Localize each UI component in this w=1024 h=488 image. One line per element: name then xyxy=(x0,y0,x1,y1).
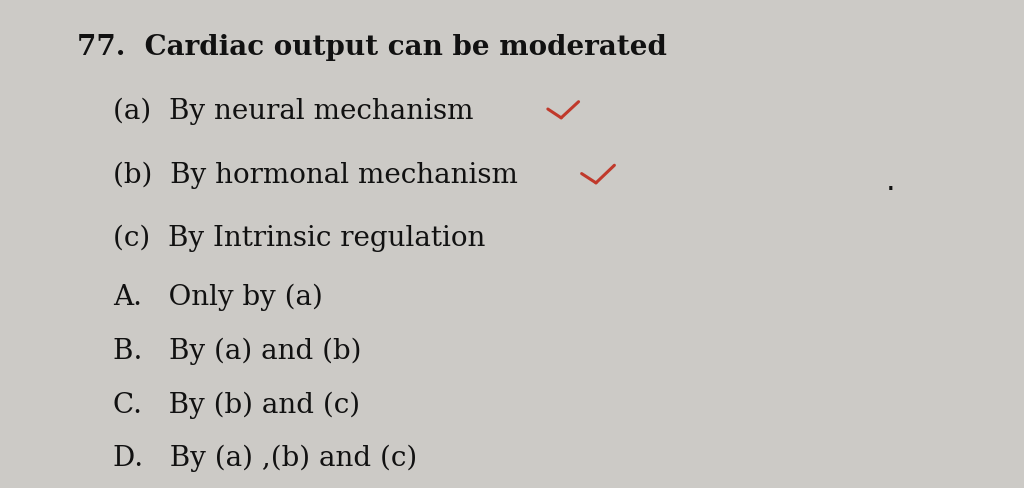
Text: A.   Only by (a): A. Only by (a) xyxy=(113,283,323,310)
Text: 77.  Cardiac output can be moderated: 77. Cardiac output can be moderated xyxy=(77,34,667,61)
Text: .: . xyxy=(886,167,895,196)
Text: (a)  By neural mechanism: (a) By neural mechanism xyxy=(113,98,473,125)
Text: B.   By (a) and (b): B. By (a) and (b) xyxy=(113,337,361,364)
Text: (b)  By hormonal mechanism: (b) By hormonal mechanism xyxy=(113,161,517,188)
Text: (c)  By Intrinsic regulation: (c) By Intrinsic regulation xyxy=(113,224,485,252)
Text: D.   By (a) ,(b) and (c): D. By (a) ,(b) and (c) xyxy=(113,444,417,471)
Text: C.   By (b) and (c): C. By (b) and (c) xyxy=(113,390,359,418)
